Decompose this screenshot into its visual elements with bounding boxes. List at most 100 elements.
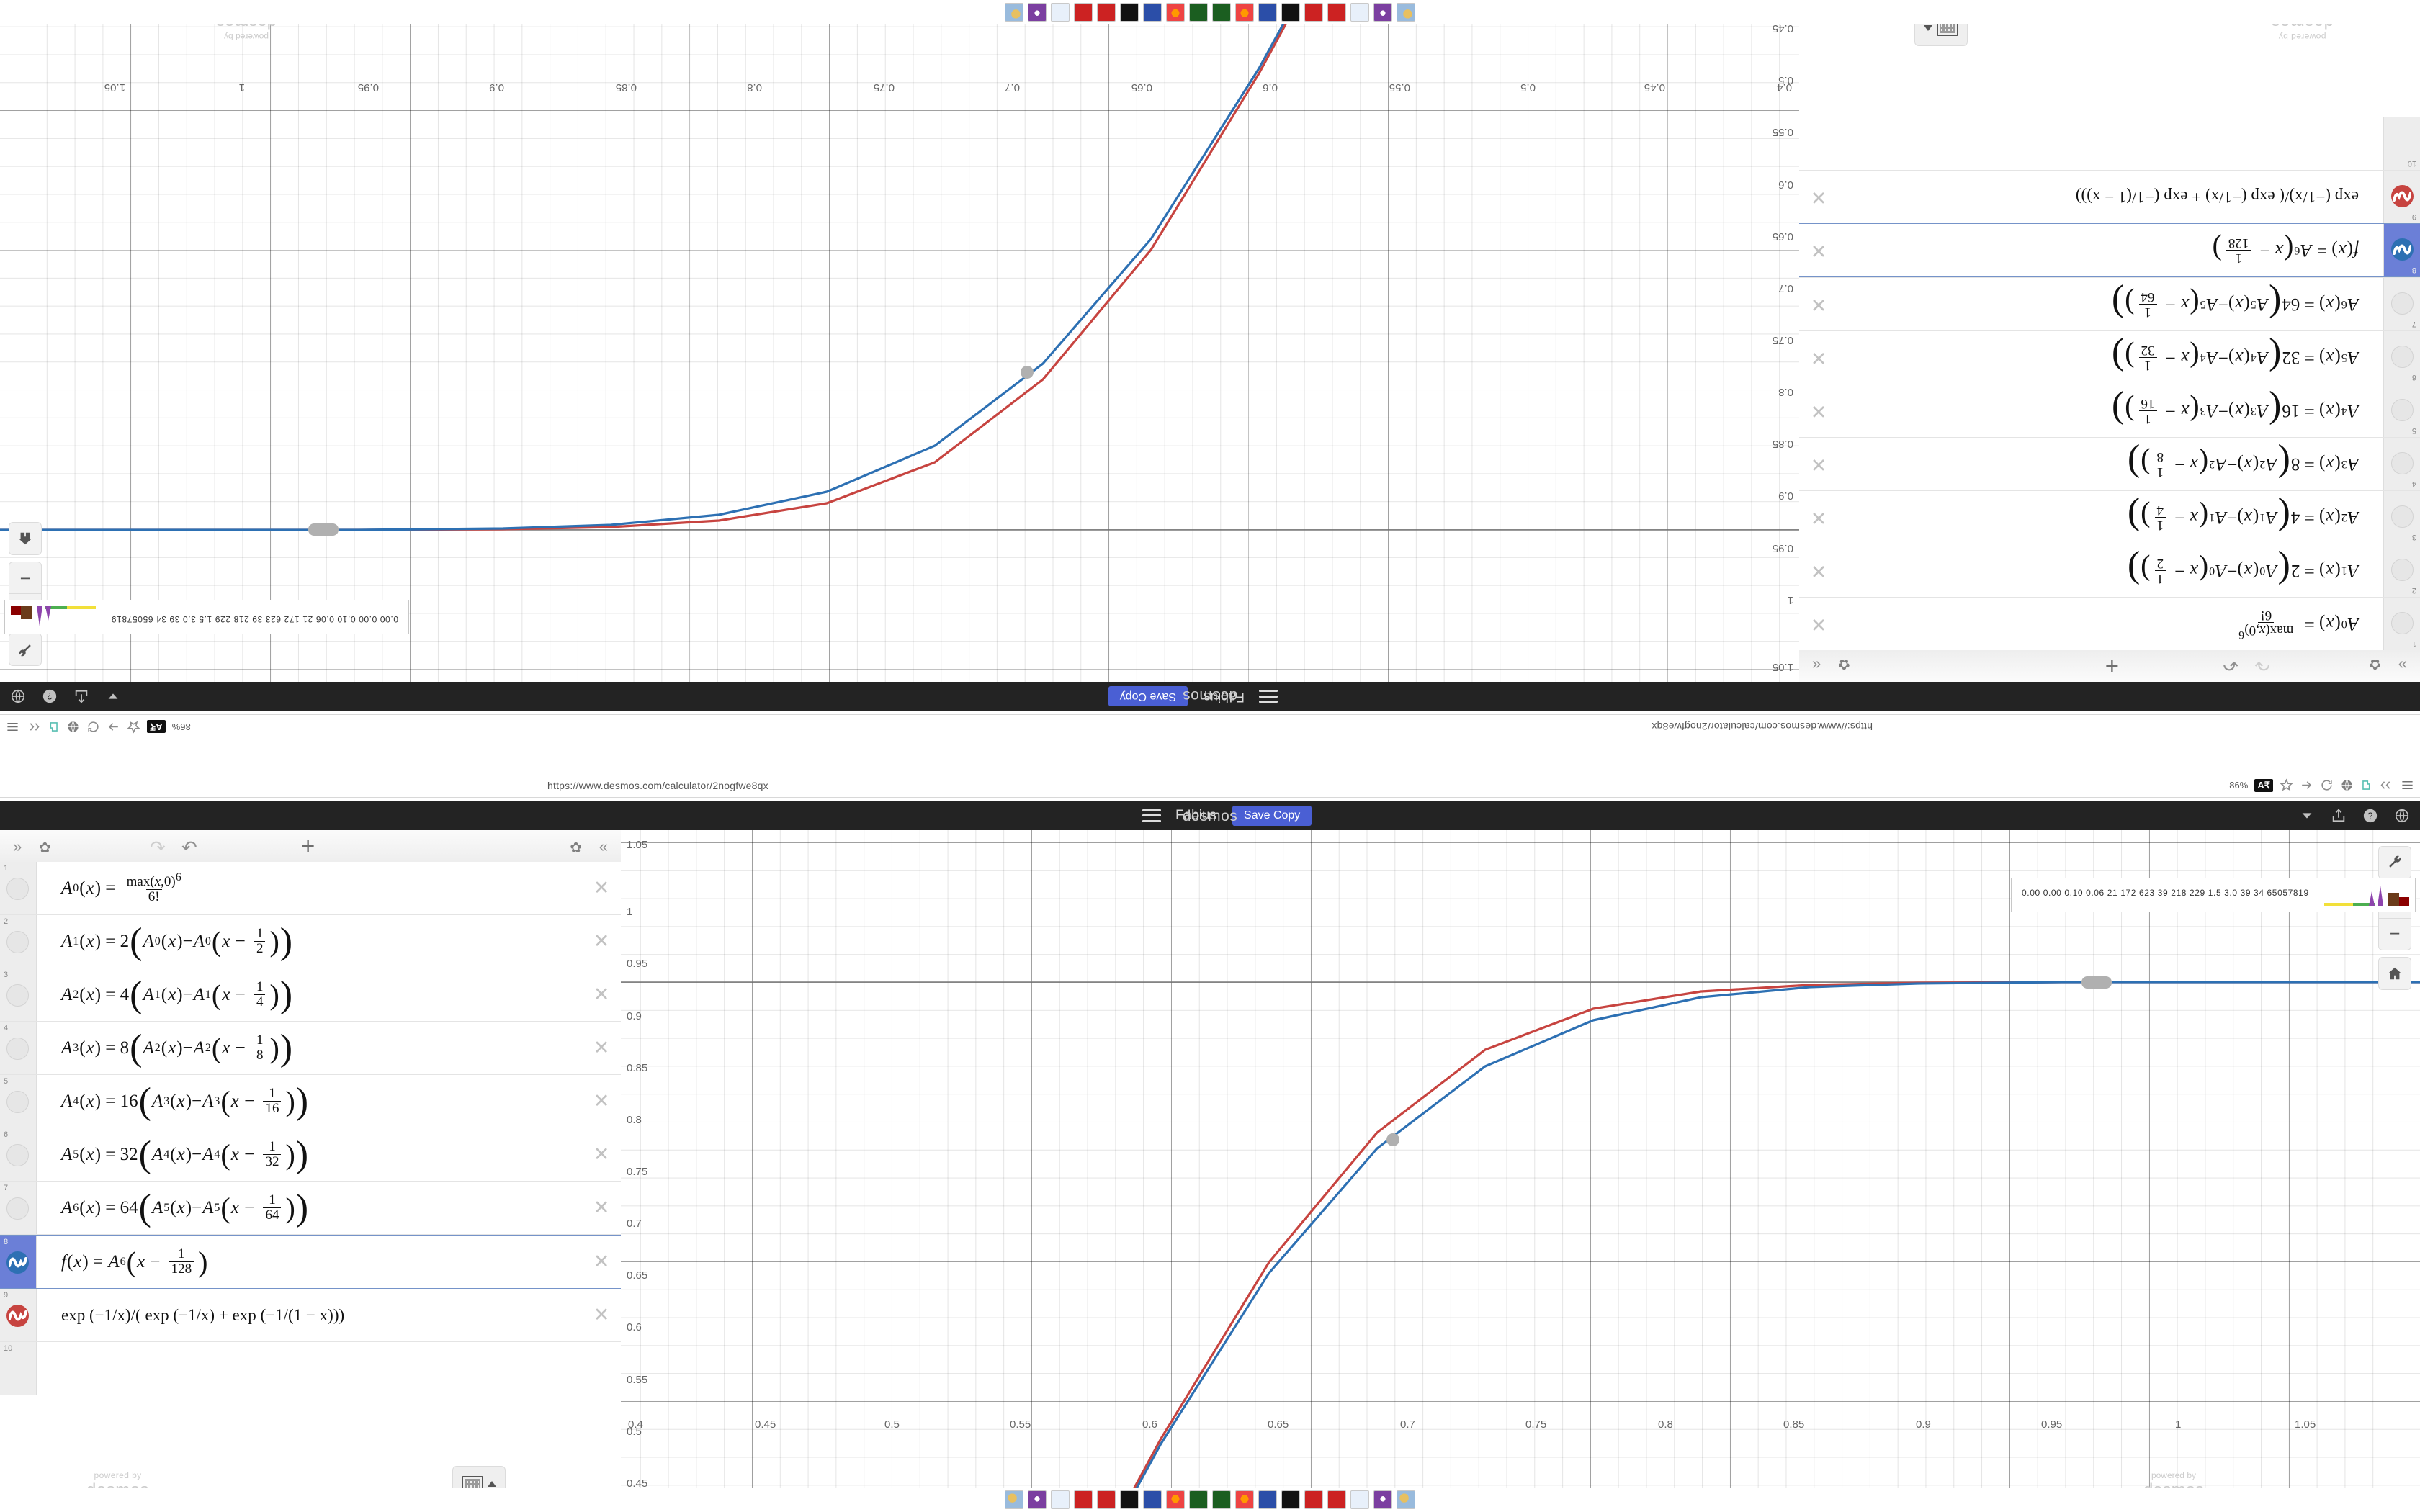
expression-math-3[interactable]: A 2(x) = 4(A 1(x)− A 1(x − 1 4)) — [2127, 497, 2359, 538]
taskbar-icon-gimp-2[interactable] — [1028, 3, 1047, 22]
taskbar-icon-notes[interactable] — [1051, 1490, 1070, 1509]
taskbar-icon-dark-2[interactable] — [1120, 3, 1139, 22]
expression-index-cell-1[interactable]: 1 — [0, 862, 37, 914]
delete-expression-icon-5[interactable]: ✕ — [1810, 400, 1827, 422]
visibility-toggle-icon[interactable] — [2391, 559, 2414, 581]
collapse-panel-button[interactable]: « — [1812, 657, 1821, 675]
translate-icon[interactable]: A₹ — [147, 720, 166, 734]
expression-row-9[interactable]: 9 exp (−1/x)/( exp (−1/x) + exp (−1/(1 −… — [0, 1289, 621, 1342]
visibility-toggle-icon[interactable] — [6, 1038, 29, 1060]
expression-index-cell-2[interactable]: 2 — [2383, 544, 2420, 597]
home-reset-button[interactable] — [9, 522, 42, 555]
expression-index-cell-10[interactable]: 10 — [0, 1342, 37, 1395]
expression-math-3[interactable]: A 2(x) = 4(A 1(x)− A 1(x − 1 4)) — [61, 974, 293, 1015]
taskbar-icon-terminal[interactable] — [1212, 3, 1231, 22]
chevron-down-icon[interactable] — [105, 689, 121, 705]
expression-row-5[interactable]: 5 A 4(x) = 16(A 3(x)− A 3(x − 1 16)) ✕ — [0, 1075, 621, 1128]
expression-math-2[interactable]: A 1(x) = 2(A 0(x)− A 0(x − 1 2)) — [61, 921, 293, 962]
expression-row-7[interactable]: 7 A 6(x) = 64(A 5(x)− A 5(x − 1 64)) ✕ — [0, 1182, 621, 1235]
reload-icon[interactable] — [86, 720, 100, 734]
undo-button[interactable]: ↶ — [2223, 654, 2238, 675]
forward-arrow-icon[interactable] — [2300, 778, 2313, 792]
taskbar-icon-notes-2[interactable] — [1051, 3, 1070, 22]
expression-index-cell-7[interactable]: 7 — [0, 1182, 37, 1234]
expression-math-7[interactable]: A 6(x) = 64(A 5(x)− A 5(x − 1 64)) — [61, 1187, 309, 1228]
taskbar-icon-palette[interactable] — [1005, 1490, 1023, 1509]
language-globe-icon[interactable] — [2394, 808, 2410, 824]
taskbar-icon-dark[interactable] — [1120, 1490, 1139, 1509]
visibility-toggle-icon[interactable] — [2391, 612, 2414, 634]
globe-icon[interactable] — [66, 720, 80, 734]
delete-expression-icon-9[interactable]: ✕ — [593, 1304, 610, 1326]
expression-index-cell-9[interactable]: 9 — [0, 1289, 37, 1341]
expression-math-1[interactable]: A 0(x) = max(x,0)6 6! — [2238, 608, 2359, 641]
address-bar[interactable]: https://www.desmos.com/calculator/2nogfw… — [0, 775, 2420, 798]
settings-gear-icon[interactable]: ✿ — [2369, 656, 2381, 672]
taskbar-icon-save[interactable] — [1258, 3, 1277, 22]
taskbar-icon-dark-2[interactable] — [1281, 1490, 1300, 1509]
expression-math-7[interactable]: A 6(x) = 64(A 5(x)− A 5(x − 1 64)) — [2111, 284, 2359, 325]
expression-index-cell-6[interactable]: 6 — [2383, 331, 2420, 384]
help-icon[interactable]: ? — [42, 689, 58, 705]
taskbar-icon-firefox[interactable] — [1166, 1490, 1185, 1509]
expression-index-cell-8[interactable]: 8 — [0, 1236, 37, 1288]
expression-list-mirror[interactable]: 1 A 0(x) = max(x,0)6 6! ✕ 2 — [1799, 0, 2420, 650]
delete-expression-icon-3[interactable]: ✕ — [1810, 507, 1827, 528]
visibility-toggle-icon[interactable] — [2391, 505, 2414, 528]
delete-expression-icon-7[interactable]: ✕ — [593, 1197, 610, 1218]
expand-panel-chevron-icon[interactable]: » — [2398, 657, 2407, 675]
redo-button[interactable]: ↷ — [2254, 654, 2270, 675]
extension-icon[interactable] — [2360, 778, 2374, 792]
redo-button[interactable]: ↷ — [150, 837, 166, 858]
expression-index-cell-3[interactable]: 3 — [0, 968, 37, 1021]
taskbar-icon-firefox-2[interactable] — [1235, 1490, 1254, 1509]
tab-strip[interactable] — [0, 756, 2420, 775]
expression-index-cell-2[interactable]: 2 — [0, 915, 37, 968]
expression-index-cell-9[interactable]: 9 — [2383, 171, 2420, 223]
collapse-panel-button[interactable]: « — [599, 837, 608, 855]
home-reset-button[interactable] — [2378, 957, 2411, 990]
expression-index-cell-4[interactable]: 4 — [2383, 438, 2420, 490]
expression-index-cell-8[interactable]: 8 — [2383, 224, 2420, 276]
visibility-toggle-icon[interactable] — [6, 1197, 29, 1220]
taskbar-icon-save-2[interactable] — [1258, 1490, 1277, 1509]
graph-settings-gear-icon[interactable]: ✿ — [1838, 656, 1850, 672]
forward-arrow-icon[interactable] — [107, 720, 120, 734]
delete-expression-icon-8[interactable]: ✕ — [1810, 240, 1827, 261]
graph-canvas-mirror[interactable]: 1.05 1 0.95 0.9 0.85 0.8 0.75 0.7 0.65 0… — [0, 0, 1799, 682]
graph-settings-wrench-button[interactable] — [9, 633, 42, 666]
visibility-toggle-icon[interactable] — [2391, 399, 2414, 421]
taskbar-icon-terminal-2[interactable] — [1212, 1490, 1231, 1509]
delete-expression-icon-6[interactable]: ✕ — [1810, 347, 1827, 369]
expression-math-5[interactable]: A 4(x) = 16(A 3(x)− A 3(x − 1 16)) — [2111, 390, 2359, 431]
taskbar-icon-settings-red[interactable] — [1074, 1490, 1093, 1509]
delete-expression-icon-2[interactable]: ✕ — [1810, 560, 1827, 582]
delete-expression-icon-5[interactable]: ✕ — [593, 1090, 610, 1112]
expression-row-1[interactable]: 1 A 0(x) = max(x,0)6 6! ✕ — [0, 862, 621, 915]
zoom-level-badge[interactable]: 86% — [2229, 780, 2249, 791]
delete-expression-icon-4[interactable]: ✕ — [593, 1037, 610, 1058]
delete-expression-icon-3[interactable]: ✕ — [593, 984, 610, 1005]
expression-list[interactable]: 1 A 0(x) = max(x,0)6 6! ✕ — [0, 862, 621, 1512]
taskbar-icon-save-2[interactable] — [1143, 3, 1162, 22]
taskbar-icon-notes-2[interactable] — [1350, 1490, 1369, 1509]
address-bar-mirror[interactable]: https://www.desmos.com/calculator/2nogfw… — [0, 714, 2420, 737]
visibility-toggle-icon[interactable] — [2391, 452, 2414, 474]
expression-row-9[interactable]: 9 exp (−1/x)/( exp (−1/x) + exp (−1/(1 −… — [1799, 170, 2420, 223]
delete-expression-icon-8[interactable]: ✕ — [593, 1251, 610, 1272]
tab-strip-mirror[interactable] — [0, 737, 2420, 756]
chevrons-icon[interactable] — [26, 720, 40, 734]
expression-index-cell-1[interactable]: 1 — [2383, 598, 2420, 650]
chevron-down-icon[interactable] — [2299, 808, 2315, 824]
os-taskbar-mirror[interactable] — [0, 0, 2420, 24]
expression-index-cell-7[interactable]: 7 — [2383, 278, 2420, 330]
taskbar-icon-palette-2[interactable] — [1397, 1490, 1415, 1509]
expression-math-4[interactable]: A 3(x) = 8(A 2(x)− A 2(x − 1 8)) — [61, 1027, 293, 1068]
save-copy-button[interactable]: Save Copy — [1232, 805, 1312, 826]
expression-row-8[interactable]: 8 f(x) = A 6(x − 1 128) ✕ — [0, 1235, 621, 1289]
delete-expression-icon-9[interactable]: ✕ — [1810, 186, 1827, 208]
visibility-toggle-icon[interactable] — [6, 984, 29, 1007]
taskbar-icon-settings-red-4[interactable] — [1074, 3, 1093, 22]
taskbar-icon-firefox-2[interactable] — [1166, 3, 1185, 22]
expression-row-4[interactable]: 4 A 3(x) = 8(A 2(x)− A 2(x − 1 8)) ✕ — [1799, 437, 2420, 490]
